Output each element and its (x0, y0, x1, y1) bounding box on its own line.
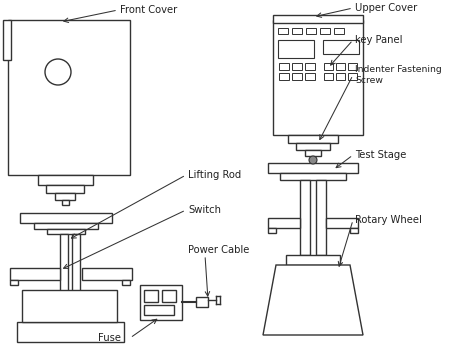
Bar (324, 73, 333, 80)
Bar (60, 234, 68, 312)
Text: Upper Cover: Upper Cover (355, 3, 417, 13)
Bar (292, 73, 302, 80)
Bar (320, 28, 330, 34)
Bar (20, 213, 112, 223)
Bar (305, 63, 315, 70)
Circle shape (309, 156, 317, 164)
Bar (55, 193, 75, 200)
Bar (324, 63, 333, 70)
Bar (278, 40, 314, 58)
Bar (10, 280, 18, 285)
Bar (300, 180, 310, 255)
Bar (46, 185, 84, 193)
Text: Lifting Rod: Lifting Rod (188, 170, 241, 180)
Text: key Panel: key Panel (355, 35, 402, 45)
Bar (273, 20, 363, 135)
Bar (10, 268, 60, 280)
Text: Indenter Fastening
Screw: Indenter Fastening Screw (355, 65, 442, 85)
Bar (336, 73, 345, 80)
Text: Test Stage: Test Stage (355, 150, 406, 160)
Bar (72, 234, 80, 312)
Polygon shape (263, 265, 363, 335)
Bar (336, 63, 345, 70)
Bar (3, 20, 11, 60)
Bar (288, 135, 338, 143)
Bar (279, 63, 289, 70)
Bar (268, 228, 276, 233)
Bar (279, 73, 289, 80)
Bar (34, 223, 98, 229)
Bar (326, 218, 358, 228)
Bar (62, 200, 69, 205)
Text: Fuse: Fuse (99, 333, 121, 343)
Bar (292, 28, 302, 34)
Bar (122, 280, 130, 285)
Bar (305, 150, 321, 156)
Bar (278, 28, 288, 34)
Bar (196, 297, 208, 307)
Bar (306, 28, 316, 34)
Text: Front Cover: Front Cover (120, 5, 177, 15)
Bar (17, 322, 124, 342)
Bar (305, 73, 315, 80)
Bar (323, 40, 359, 54)
Bar (144, 305, 174, 315)
Bar (280, 173, 346, 180)
Bar (286, 255, 340, 265)
Bar (82, 268, 132, 280)
Bar (144, 290, 158, 302)
Bar (348, 63, 357, 70)
Circle shape (45, 59, 71, 85)
Bar (350, 228, 358, 233)
Bar (292, 63, 302, 70)
Bar (140, 285, 182, 320)
Text: Switch: Switch (188, 205, 221, 215)
Bar (316, 180, 326, 255)
Bar (334, 28, 344, 34)
Bar (268, 218, 300, 228)
Bar (38, 312, 102, 322)
Text: Rotary Wheel: Rotary Wheel (355, 215, 422, 225)
Bar (8, 20, 130, 175)
Bar (296, 143, 330, 150)
Bar (348, 73, 357, 80)
Text: Power Cable: Power Cable (188, 245, 249, 255)
Bar (47, 229, 85, 234)
Bar (162, 290, 176, 302)
Bar (268, 163, 358, 173)
Bar (273, 15, 363, 23)
Bar (38, 175, 93, 185)
Bar (22, 290, 117, 322)
